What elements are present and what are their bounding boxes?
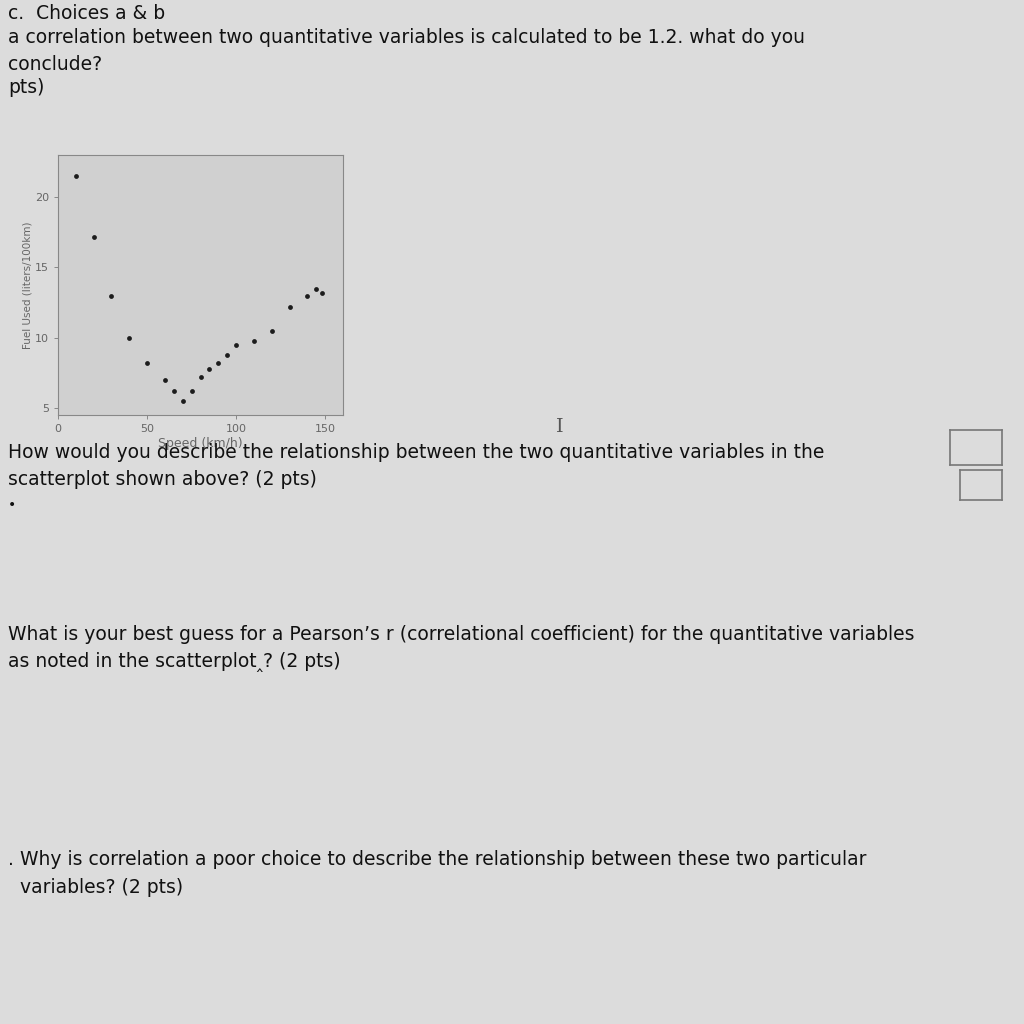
Point bbox=[166, 383, 182, 399]
Point bbox=[246, 333, 262, 349]
Y-axis label: Fuel Used (liters/100km): Fuel Used (liters/100km) bbox=[23, 221, 32, 349]
Text: How would you describe the relationship between the two quantitative variables i: How would you describe the relationship … bbox=[8, 443, 824, 462]
Point bbox=[219, 346, 236, 362]
Point bbox=[174, 393, 190, 410]
Text: scatterplot shown above? (2 pts): scatterplot shown above? (2 pts) bbox=[8, 470, 317, 489]
Point bbox=[121, 330, 137, 346]
Point bbox=[299, 288, 315, 304]
Point bbox=[193, 369, 209, 385]
Point bbox=[201, 360, 217, 377]
Text: Why is correlation a poor choice to describe the relationship between these two : Why is correlation a poor choice to desc… bbox=[20, 850, 867, 869]
Text: .: . bbox=[8, 850, 14, 869]
Point bbox=[183, 383, 200, 399]
Point bbox=[157, 372, 173, 388]
Point bbox=[282, 299, 298, 315]
Point bbox=[308, 281, 325, 297]
Point bbox=[68, 168, 84, 184]
Point bbox=[103, 288, 120, 304]
Text: What is your best guess for a Pearson’s r (correlational coefficient) for the qu: What is your best guess for a Pearson’s … bbox=[8, 625, 914, 644]
Text: I: I bbox=[556, 418, 564, 436]
Point bbox=[139, 354, 156, 371]
Text: c.  Choices a & b: c. Choices a & b bbox=[8, 4, 165, 23]
Text: variables? (2 pts): variables? (2 pts) bbox=[20, 878, 183, 897]
Point bbox=[313, 285, 330, 301]
Text: as noted in the scatterplot‸? (2 pts): as noted in the scatterplot‸? (2 pts) bbox=[8, 652, 341, 672]
X-axis label: Speed (km/h): Speed (km/h) bbox=[158, 437, 243, 450]
Text: conclude?: conclude? bbox=[8, 55, 102, 74]
Point bbox=[210, 354, 226, 371]
Text: •: • bbox=[8, 498, 16, 512]
Text: a correlation between two quantitative variables is calculated to be 1.2. what d: a correlation between two quantitative v… bbox=[8, 28, 805, 47]
Text: pts): pts) bbox=[8, 78, 45, 97]
Point bbox=[85, 228, 101, 245]
Point bbox=[228, 337, 245, 353]
Point bbox=[263, 323, 280, 339]
